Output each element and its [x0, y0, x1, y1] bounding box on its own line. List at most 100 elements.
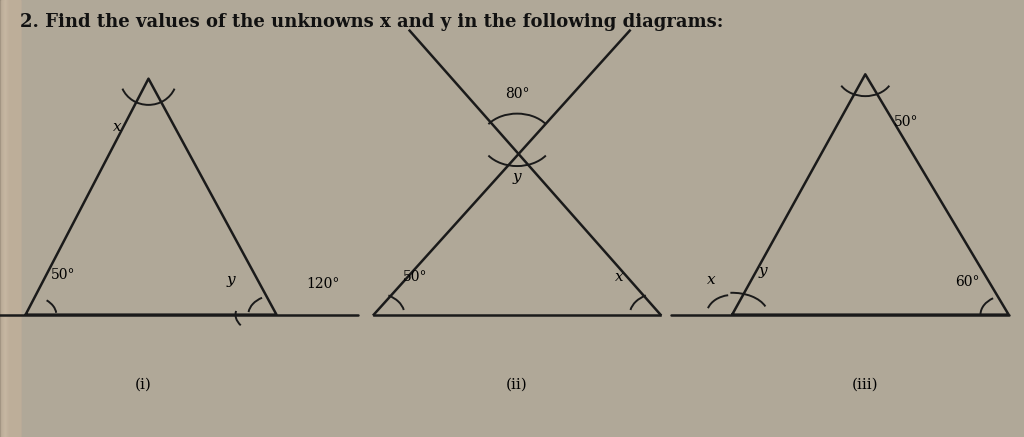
- Bar: [0, 0, 10, 437]
- Bar: [6, 0, 16, 437]
- Bar: [8, 0, 18, 437]
- Text: 80°: 80°: [505, 87, 529, 101]
- Bar: [7, 0, 17, 437]
- Bar: [6, 0, 16, 437]
- Bar: [5, 0, 15, 437]
- Bar: [2, 0, 12, 437]
- Text: 2. Find the values of the unknowns x and y in the following diagrams:: 2. Find the values of the unknowns x and…: [20, 13, 724, 31]
- Bar: [0, 0, 10, 437]
- Text: y: y: [759, 264, 767, 278]
- Bar: [3, 0, 13, 437]
- Bar: [3, 0, 13, 437]
- Bar: [5, 0, 15, 437]
- Bar: [2, 0, 12, 437]
- Bar: [3, 0, 13, 437]
- Bar: [8, 0, 18, 437]
- Text: y: y: [513, 170, 521, 184]
- Text: y: y: [226, 273, 234, 287]
- Bar: [1, 0, 11, 437]
- Bar: [1, 0, 11, 437]
- Bar: [3, 0, 13, 437]
- Text: 60°: 60°: [955, 275, 980, 289]
- Bar: [6, 0, 16, 437]
- Bar: [5, 0, 15, 437]
- Bar: [3, 0, 13, 437]
- Bar: [5, 0, 15, 437]
- Bar: [8, 0, 18, 437]
- Text: (iii): (iii): [852, 378, 879, 392]
- Bar: [2, 0, 12, 437]
- Bar: [8, 0, 18, 437]
- Bar: [8, 0, 18, 437]
- Bar: [2, 0, 12, 437]
- Bar: [1, 0, 11, 437]
- Bar: [4, 0, 14, 437]
- Bar: [0, 0, 10, 437]
- Bar: [9, 0, 19, 437]
- Bar: [5, 0, 15, 437]
- Text: 50°: 50°: [894, 115, 919, 129]
- Bar: [8, 0, 18, 437]
- Bar: [2, 0, 12, 437]
- Bar: [4, 0, 14, 437]
- Bar: [3, 0, 13, 437]
- Bar: [6, 0, 16, 437]
- Bar: [2, 0, 12, 437]
- Bar: [9, 0, 19, 437]
- Bar: [9, 0, 19, 437]
- Bar: [5, 0, 15, 437]
- Bar: [7, 0, 17, 437]
- Bar: [9, 0, 19, 437]
- Bar: [4, 0, 14, 437]
- Bar: [7, 0, 17, 437]
- Bar: [8, 0, 18, 437]
- Bar: [7, 0, 17, 437]
- Bar: [3, 0, 13, 437]
- Bar: [7, 0, 16, 437]
- Bar: [0, 0, 10, 437]
- Bar: [0, 0, 10, 437]
- Text: (i): (i): [135, 378, 152, 392]
- Bar: [5, 0, 14, 437]
- Text: x: x: [708, 273, 716, 287]
- Bar: [2, 0, 12, 437]
- Bar: [7, 0, 17, 437]
- Bar: [0, 0, 10, 437]
- Bar: [6, 0, 16, 437]
- Bar: [8, 0, 19, 437]
- Bar: [4, 0, 14, 437]
- Bar: [4, 0, 14, 437]
- Text: x: x: [615, 271, 624, 284]
- Bar: [8, 0, 18, 437]
- Bar: [3, 0, 13, 437]
- Bar: [3, 0, 13, 437]
- Bar: [6, 0, 16, 437]
- Text: (ii): (ii): [506, 378, 528, 392]
- Bar: [4, 0, 14, 437]
- Bar: [5, 0, 15, 437]
- Bar: [4, 0, 14, 437]
- Bar: [3, 0, 14, 437]
- Bar: [2, 0, 12, 437]
- Bar: [10, 0, 20, 437]
- Bar: [6, 0, 16, 437]
- Bar: [7, 0, 17, 437]
- Bar: [8, 0, 18, 437]
- Bar: [6, 0, 16, 437]
- Bar: [1, 0, 11, 437]
- Bar: [1, 0, 11, 437]
- Bar: [9, 0, 19, 437]
- Bar: [1, 0, 11, 437]
- Bar: [6, 0, 16, 437]
- Bar: [1, 0, 11, 437]
- Bar: [7, 0, 17, 437]
- Text: 50°: 50°: [51, 268, 76, 282]
- Bar: [9, 0, 19, 437]
- Bar: [10, 0, 20, 437]
- Bar: [7, 0, 17, 437]
- Bar: [5, 0, 15, 437]
- Text: 120°: 120°: [306, 277, 339, 291]
- Bar: [6, 0, 16, 437]
- Bar: [10, 0, 20, 437]
- Bar: [2, 0, 12, 437]
